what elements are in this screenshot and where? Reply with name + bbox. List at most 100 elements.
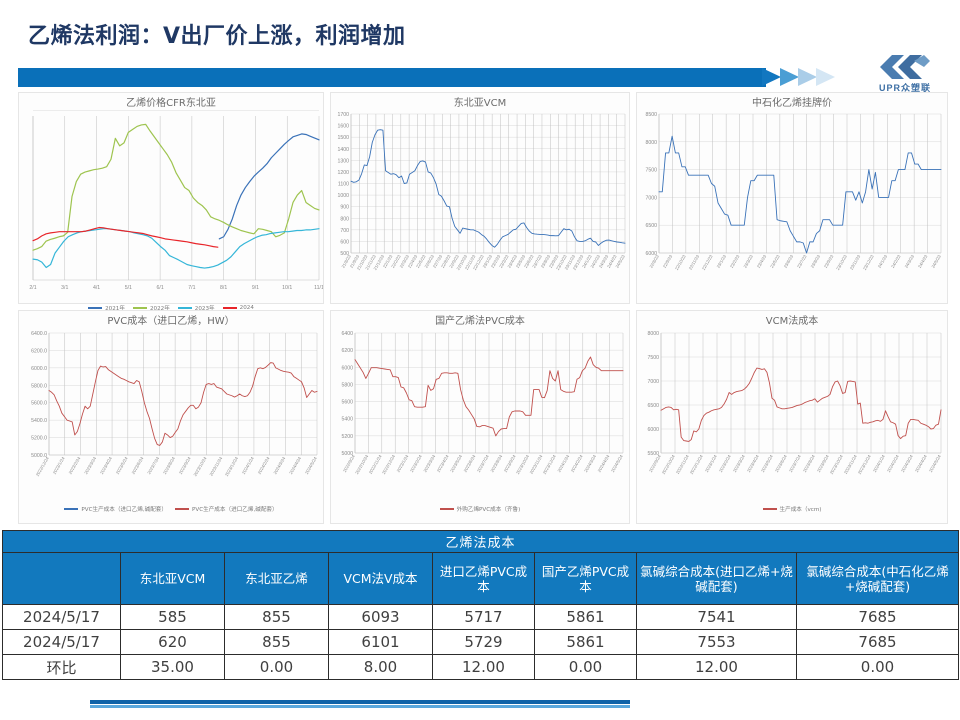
legend-item: 外购乙烯PVC成本（齐鲁): [439, 505, 521, 513]
svg-text:2023/7/24: 2023/7/24: [146, 455, 160, 475]
table-cell: 0.00: [795, 654, 960, 680]
svg-text:6400.0: 6400.0: [31, 331, 47, 337]
legend-swatch: [132, 307, 147, 309]
svg-text:22/9/23: 22/9/23: [662, 253, 674, 268]
svg-text:5500: 5500: [647, 451, 659, 457]
footer-accent-bar-light: [90, 705, 630, 708]
chart-vcm-route-cost: VCM法成本 5500 6000 6500 7000 7500 8000 2022/9/24…: [636, 310, 948, 524]
svg-text:24/5/23: 24/5/23: [930, 253, 942, 268]
svg-text:2023/4/24: 2023/4/24: [99, 455, 113, 475]
legend-item: PVC生产成本（进口乙烯,碱配套）: [64, 505, 167, 513]
chart-plot: 5000 5200 5400 5600 5800 6000 6200 6400 2022/9/2…: [331, 328, 629, 503]
svg-text:24/4/23: 24/4/23: [917, 253, 929, 268]
svg-text:2023/12/24: 2023/12/24: [857, 453, 872, 475]
svg-text:5200.0: 5200.0: [31, 436, 47, 442]
svg-text:22/7/23: 22/7/23: [432, 253, 444, 268]
cost-table-wrap: 乙烯法成本 东北亚VCM 东北亚乙烯 VCM法V成本 进口乙烯PVC成本 国产乙烯PVC…: [1, 530, 960, 680]
table-cell: 5717: [432, 604, 535, 630]
svg-text:8000: 8000: [645, 140, 657, 146]
svg-text:2023/3/24: 2023/3/24: [83, 455, 97, 475]
svg-text:21/9/23: 21/9/23: [349, 253, 361, 268]
svg-text:6200: 6200: [341, 348, 353, 354]
table-header-cell: VCM法V成本: [328, 552, 433, 605]
chart-plot: 2/1 3/1 4/1 5/1 6/1 7/1 8/1 9/1 10/1 11/1: [19, 110, 323, 302]
svg-text:23/5/23: 23/5/23: [515, 253, 527, 268]
svg-text:24/2/23: 24/2/23: [589, 253, 601, 268]
svg-text:23/9/23: 23/9/23: [548, 253, 560, 268]
svg-text:2024/3/24: 2024/3/24: [272, 455, 286, 475]
legend-label: 2023年: [194, 306, 215, 312]
svg-text:24/3/23: 24/3/23: [904, 253, 916, 268]
svg-text:500: 500: [340, 251, 349, 257]
chevron-right-icon-1: [762, 68, 781, 86]
svg-text:5600.0: 5600.0: [31, 401, 47, 407]
svg-text:23/10/23: 23/10/23: [835, 253, 848, 271]
svg-text:2023/6/24: 2023/6/24: [463, 453, 477, 473]
svg-text:2023/5/24: 2023/5/24: [760, 453, 774, 473]
table-row: 环比 35.00 0.00 8.00 12.00 0.00 12.00 0.00: [2, 654, 960, 680]
svg-text:2024/2/24: 2024/2/24: [570, 453, 584, 473]
table-title-row: 乙烯法成本: [1, 530, 960, 553]
svg-text:2023/5/24: 2023/5/24: [449, 453, 463, 473]
svg-text:23/1/23: 23/1/23: [482, 253, 494, 268]
chart-title: 中石化乙烯挂牌价: [752, 98, 832, 109]
table-cell: 12.00: [432, 654, 535, 680]
svg-text:23/1/23: 23/1/23: [716, 253, 728, 268]
chart-title: 国产乙烯法PVC成本: [435, 316, 525, 327]
svg-text:6000: 6000: [341, 365, 353, 371]
svg-text:5000.0: 5000.0: [31, 453, 47, 459]
table-header-cell: 进口乙烯PVC成本: [432, 552, 535, 605]
svg-text:2023/6/24: 2023/6/24: [774, 453, 788, 473]
table-cell: 620: [120, 629, 225, 655]
table-header-cell: 东北亚乙烯: [224, 552, 329, 605]
table-header-row: 东北亚VCM 东北亚乙烯 VCM法V成本 进口乙烯PVC成本 国产乙烯PVC成本 氯碱综合…: [2, 552, 960, 605]
svg-text:2024/2/24: 2024/2/24: [886, 453, 900, 473]
svg-text:2023/7/24: 2023/7/24: [476, 453, 490, 473]
table-row: 2024/5/17 585 855 6093 5717 5861 7541 7685: [2, 604, 960, 630]
legend-label: 外购乙烯PVC成本（齐鲁): [456, 507, 521, 513]
table-cell: 5729: [432, 629, 535, 655]
svg-text:23/5/23: 23/5/23: [769, 253, 781, 268]
svg-text:7/1: 7/1: [188, 285, 195, 291]
legend-label: 2024: [239, 305, 254, 311]
svg-text:24/1/23: 24/1/23: [581, 253, 593, 268]
svg-text:22/11/23: 22/11/23: [688, 253, 701, 270]
legend-item: 生产成本（vcm): [762, 505, 822, 513]
table-cell: 35.00: [120, 654, 225, 680]
chart-plot: 5500 6000 6500 7000 7500 8000 2022/9/24 2022/10…: [637, 328, 947, 503]
svg-text:2023/6/24: 2023/6/24: [131, 455, 145, 475]
svg-text:10/1: 10/1: [282, 285, 292, 291]
svg-text:2023/1/24: 2023/1/24: [52, 455, 66, 475]
table-cell: 7541: [636, 604, 797, 630]
svg-text:22/9/23: 22/9/23: [448, 253, 460, 268]
svg-text:24/5/23: 24/5/23: [614, 253, 626, 268]
svg-text:2023/9/24: 2023/9/24: [503, 453, 517, 473]
svg-text:24/3/23: 24/3/23: [598, 253, 610, 268]
legend-label: 2022年: [149, 306, 170, 312]
legend-swatch: [177, 307, 192, 309]
svg-text:1500: 1500: [337, 135, 349, 141]
svg-text:5800: 5800: [341, 382, 353, 388]
svg-text:1000: 1000: [337, 193, 349, 199]
svg-text:5800.0: 5800.0: [31, 383, 47, 389]
chart-pvc-cost-imported-ethylene-hw: PVC成本（进口乙烯，HW） 5000.0 5200.0 5400.0 5600.0 5…: [18, 310, 324, 524]
table-header-cell: 东北亚VCM: [120, 552, 225, 605]
svg-text:2023/9/24: 2023/9/24: [816, 453, 830, 473]
chevron-right-icon-3: [798, 68, 817, 86]
chart-legend: PVC生产成本（进口乙烯,碱配套） PVC生产成本（进口乙烯,碱配套）: [19, 505, 323, 513]
svg-text:2024/5/24: 2024/5/24: [304, 455, 318, 475]
svg-text:2022/12/24: 2022/12/24: [381, 453, 396, 475]
chart-legend: 生产成本（vcm): [637, 505, 947, 513]
svg-text:1600: 1600: [337, 124, 349, 130]
svg-text:2024/1/24: 2024/1/24: [872, 453, 886, 473]
chart-legend: 2021年 2022年 2023年 2024: [19, 304, 323, 312]
svg-text:6000.0: 6000.0: [31, 366, 47, 372]
table-row: 2024/5/17 620 855 6101 5729 5861 7553 7685: [2, 629, 960, 655]
svg-text:8000: 8000: [647, 331, 659, 337]
logo-text: UPR众塑联: [878, 83, 931, 93]
svg-text:2024/4/24: 2024/4/24: [597, 453, 611, 473]
svg-text:1400: 1400: [337, 147, 349, 153]
svg-text:5/1: 5/1: [125, 285, 132, 291]
svg-text:2023/8/24: 2023/8/24: [489, 453, 503, 473]
svg-text:2024/4/24: 2024/4/24: [914, 453, 928, 473]
